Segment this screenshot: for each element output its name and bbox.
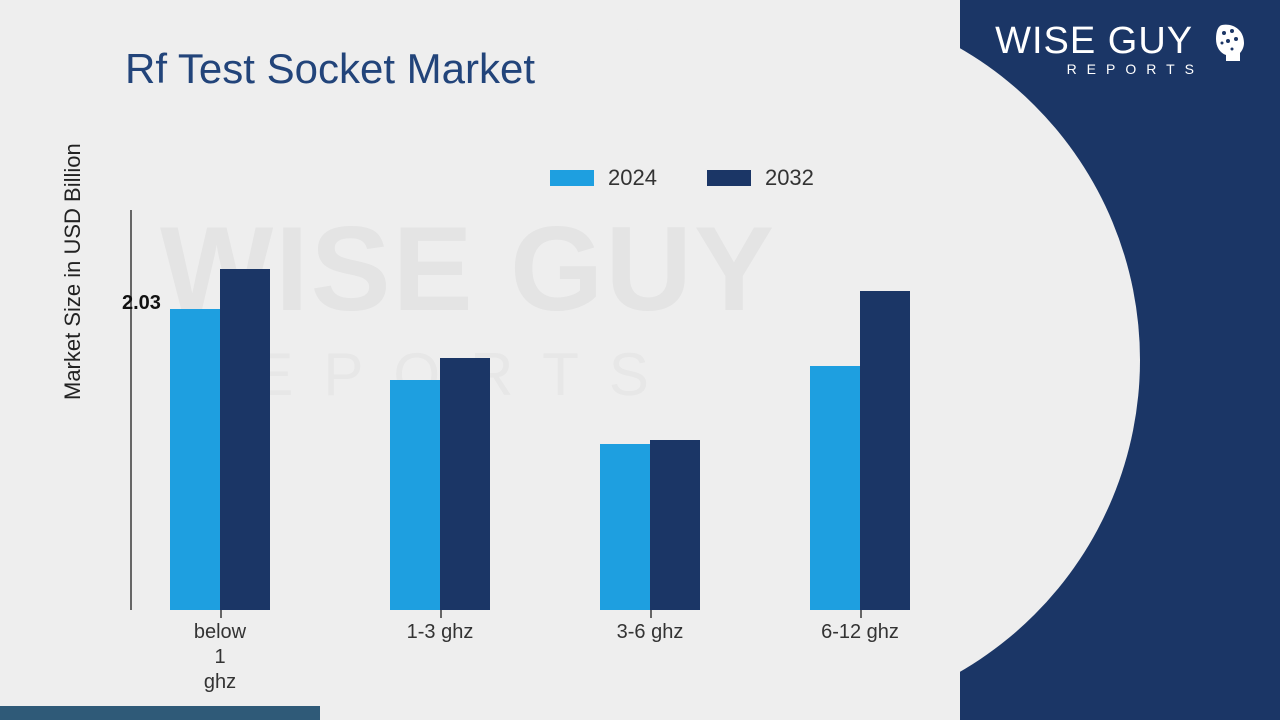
x-tick <box>650 610 652 618</box>
bar <box>390 380 440 610</box>
legend-item-2024: 2024 <box>550 165 657 191</box>
plot-area: 2.03 below1ghz1-3 ghz3-6 ghz6-12 ghz <box>130 210 960 610</box>
legend-swatch-2032 <box>707 170 751 186</box>
x-category-label: 1-3 ghz <box>380 620 500 645</box>
bar <box>440 358 490 610</box>
bar <box>650 440 700 610</box>
bar-group <box>810 291 910 610</box>
bar <box>170 309 220 610</box>
y-axis-line <box>130 210 132 610</box>
bar-group <box>600 440 700 610</box>
logo-sub-label: REPORTS <box>995 61 1204 77</box>
logo-main-label: WISE GUY <box>995 20 1192 62</box>
x-category-label: 6-12 ghz <box>800 620 920 645</box>
legend-swatch-2024 <box>550 170 594 186</box>
value-label: 2.03 <box>122 292 161 315</box>
head-icon <box>1210 23 1250 63</box>
x-category-label: 3-6 ghz <box>590 620 710 645</box>
bar-group <box>170 269 270 610</box>
legend-label-2032: 2032 <box>765 165 814 191</box>
chart-title: Rf Test Socket Market <box>125 45 535 93</box>
x-tick <box>440 610 442 618</box>
x-tick <box>220 610 222 618</box>
bottom-strip <box>0 706 320 720</box>
legend-item-2032: 2032 <box>707 165 814 191</box>
y-axis-label: Market Size in USD Billion <box>60 143 86 400</box>
bar <box>860 291 910 610</box>
bar <box>810 366 860 610</box>
legend: 2024 2032 <box>550 165 814 191</box>
x-category-label: below1ghz <box>160 620 280 695</box>
bar <box>220 269 270 610</box>
logo-main-text: WISE GUY <box>995 20 1250 63</box>
legend-label-2024: 2024 <box>608 165 657 191</box>
x-tick <box>860 610 862 618</box>
bar-group <box>390 358 490 610</box>
bar <box>600 444 650 610</box>
brand-logo: WISE GUY REPORTS <box>995 20 1250 77</box>
page-root: WISE GUY REPORTS Rf Test Socket Market W… <box>0 0 1280 720</box>
